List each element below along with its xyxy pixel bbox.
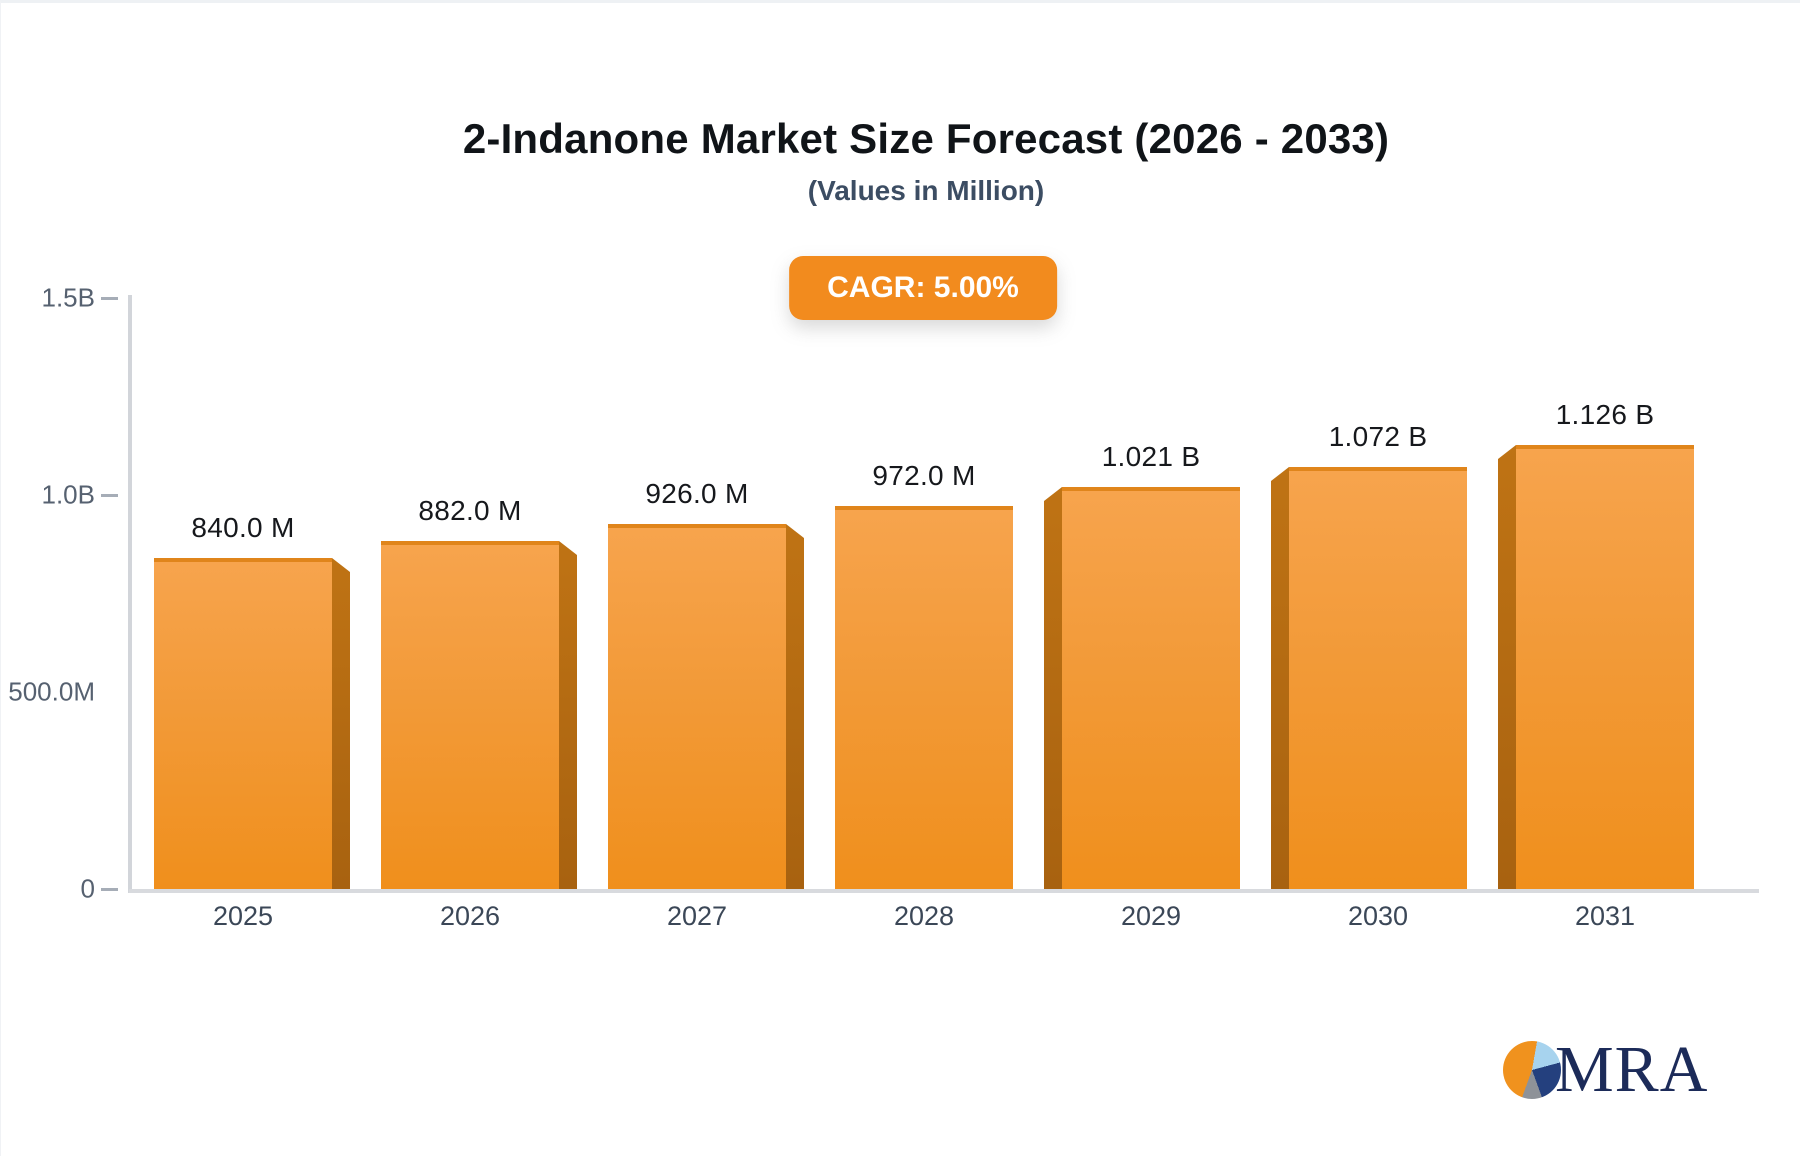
bar-value-label: 1.021 B [1101, 441, 1201, 472]
y-axis-tick-mark [101, 888, 118, 891]
y-axis-tick-label: 500.0M [8, 676, 95, 707]
bar-side-face [559, 541, 577, 889]
y-axis-tick-label: 1.5B [41, 282, 96, 313]
x-axis-line [129, 889, 1759, 893]
chart-title: 2-Indanone Market Size Forecast (2026 - … [462, 115, 1390, 162]
bar-side-face [1498, 445, 1516, 889]
bar-side-face [1044, 487, 1062, 889]
bar-side-face [786, 524, 804, 889]
x-axis-category-label: 2026 [439, 901, 501, 931]
chart-subtitle: (Values in Million) [807, 175, 1045, 206]
y-axis-tick-mark [101, 297, 118, 300]
bar-2028 [835, 506, 1013, 889]
x-axis-category-label: 2025 [212, 901, 274, 931]
y-axis-tick-label: 0 [80, 873, 95, 904]
bar-value-label: 972.0 M [872, 460, 976, 491]
y-axis-tick-label: 1.0B [41, 479, 96, 510]
brand-logo-text: MRA [1555, 1033, 1709, 1106]
bar-2026 [381, 541, 559, 889]
x-axis-category-label: 2030 [1347, 901, 1409, 931]
bar-side-face [1271, 467, 1289, 889]
pie-chart-icon [1503, 1041, 1561, 1099]
x-axis-category-label: 2028 [893, 901, 955, 931]
brand-logo: MRA [1503, 1033, 1709, 1106]
x-axis-category-label: 2031 [1574, 901, 1636, 931]
bar-side-face [332, 558, 350, 889]
bar-2027 [608, 524, 786, 889]
bar-value-label: 926.0 M [645, 478, 749, 509]
x-axis-category-label: 2027 [666, 901, 728, 931]
y-axis-tick-mark [101, 494, 118, 497]
bar-value-label: 1.126 B [1555, 399, 1655, 430]
cagr-badge: CAGR: 5.00% [789, 256, 1057, 320]
x-axis-category-label: 2029 [1120, 901, 1182, 931]
bar-2031 [1516, 445, 1694, 889]
bar-value-label: 840.0 M [191, 512, 295, 543]
bar-value-label: 882.0 M [418, 495, 522, 526]
bar-value-label: 1.072 B [1328, 421, 1428, 452]
bar-2025 [154, 558, 332, 889]
bar-2029 [1062, 487, 1240, 889]
bar-2030 [1289, 467, 1467, 889]
y-axis-line [128, 295, 132, 893]
